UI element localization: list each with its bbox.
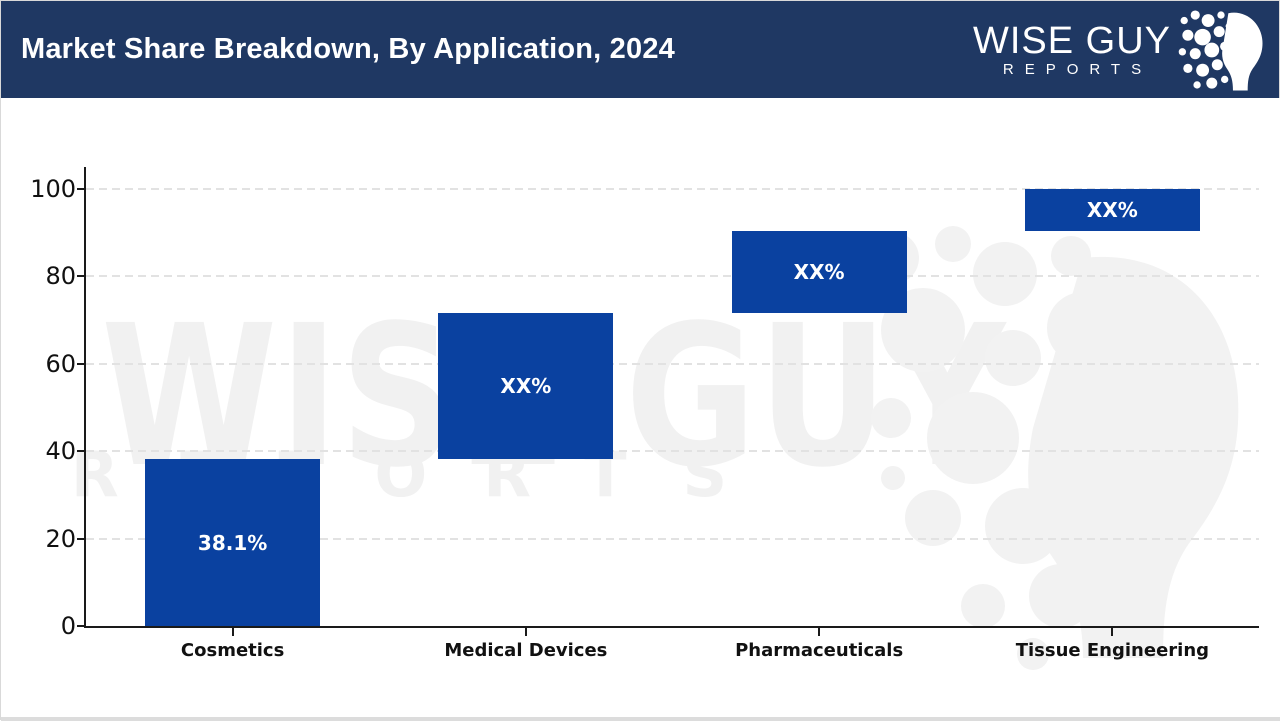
- y-tick-mark: [77, 625, 85, 627]
- gridline-100: [86, 187, 1259, 190]
- logo-subtext: REPORTS: [1002, 60, 1153, 78]
- y-tick-label: 0: [60, 612, 76, 640]
- y-tick-mark: [77, 537, 85, 540]
- y-tick-label: 80: [45, 262, 76, 290]
- y-axis-line: [84, 166, 86, 628]
- wiseguy-head-logo-icon: [1178, 9, 1263, 90]
- chart-area: WISE GUY REPORTS 0 20 40 60 80 100 38.1% Cosmet…: [1, 98, 1280, 721]
- y-tick-mark: [77, 275, 85, 277]
- bar-value-label: 38.1%: [197, 530, 268, 555]
- y-tick-label: 100: [30, 174, 76, 203]
- logo-wordmark: WISE GUY: [972, 19, 1171, 62]
- bar-medical-devices: XX%: [438, 313, 614, 460]
- y-tick-label: 40: [45, 437, 76, 465]
- bottom-strip: [1, 717, 1280, 721]
- y-tick-label: 60: [45, 349, 76, 378]
- gridline-40: [86, 450, 1259, 452]
- bar-tissue-engineering: XX%: [1024, 188, 1200, 231]
- x-axis-line: [84, 626, 1259, 628]
- x-category-label: Pharmaceuticals: [735, 640, 904, 661]
- x-tick-mark: [231, 628, 234, 636]
- page-title: Market Share Breakdown, By Application, …: [21, 33, 675, 65]
- watermark-head-icon: [867, 226, 1239, 670]
- bar-cosmetics: 38.1%: [145, 459, 321, 626]
- x-tick-mark: [1111, 628, 1114, 636]
- header-bar: Market Share Breakdown, By Application, …: [1, 1, 1279, 98]
- x-category-label: Medical Devices: [444, 640, 608, 661]
- logo-text: WISE GUY REPORTS: [973, 21, 1171, 79]
- gridline-80: [86, 275, 1259, 277]
- bar-value-label: XX%: [1086, 197, 1138, 222]
- gridline-60: [86, 362, 1259, 365]
- y-tick-label: 20: [45, 524, 76, 553]
- x-tick-mark: [524, 628, 527, 636]
- y-tick-mark: [77, 362, 85, 365]
- y-tick-mark: [77, 450, 85, 452]
- x-tick-mark: [818, 628, 821, 636]
- bar-value-label: XX%: [500, 374, 552, 399]
- gridline-20: [86, 537, 1259, 540]
- bar-value-label: XX%: [793, 260, 845, 285]
- x-category-label: Tissue Engineering: [1015, 640, 1210, 661]
- x-category-label: Cosmetics: [180, 640, 285, 661]
- y-tick-mark: [77, 187, 85, 190]
- wiseguy-logo: WISE GUY REPORTS: [973, 7, 1279, 93]
- bar-pharmaceuticals: XX%: [731, 230, 907, 314]
